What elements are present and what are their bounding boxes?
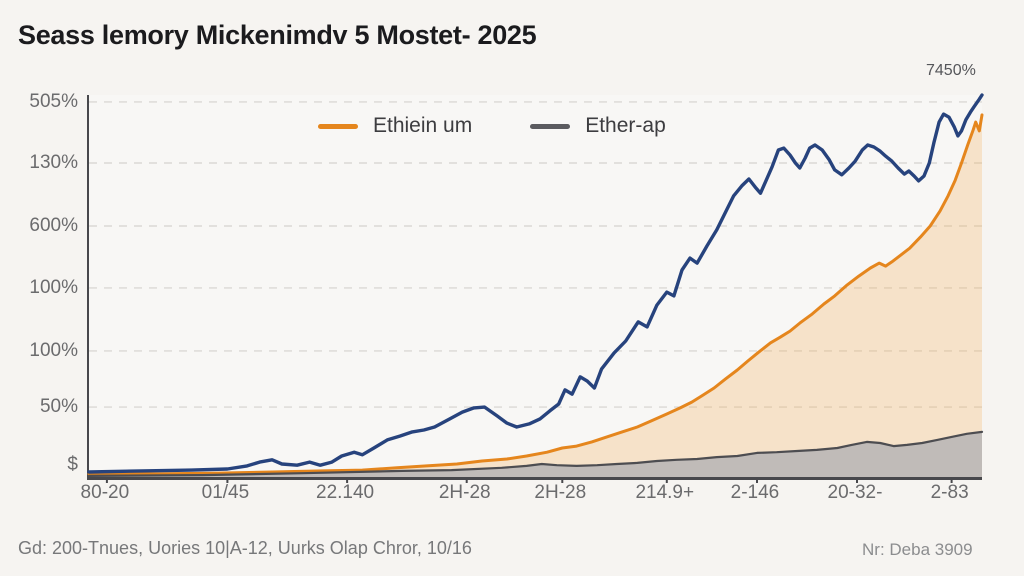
y-axis-label: 130% — [29, 152, 78, 173]
y-axis-label: 600% — [29, 215, 78, 236]
y-axis-label: 505% — [29, 91, 78, 112]
page-title: Seass lemory Mickenimdv 5 Mostet- 2025 — [18, 20, 537, 50]
chart-plot-area — [87, 93, 984, 483]
legend-swatch-icon — [318, 123, 358, 129]
legend-label: Ethiein um — [373, 114, 473, 137]
x-axis-label: 20-32- — [827, 482, 883, 503]
y-axis-label: $ — [67, 454, 78, 475]
y-axis-label: 100% — [29, 277, 78, 298]
ether-ap-line — [87, 430, 984, 477]
x-axis-label: 22.140 — [316, 482, 375, 503]
x-axis-labels: 80-20 01/45 22.140 2H-28 2H-28 214.9+ 2-146 20-… — [81, 482, 980, 508]
ethiein-um-line — [87, 113, 984, 476]
legend-swatch-icon — [530, 123, 571, 129]
footer-note-right: Nr: Deba 3909 — [862, 540, 973, 559]
x-axis-label: 2-83 — [930, 482, 969, 503]
x-axis-label: 80-20 — [80, 482, 130, 503]
ethiein-um-area — [89, 114, 982, 478]
blue-line — [87, 93, 984, 474]
y-axis-labels: 505% 130% 600% 100% 100% 50% $ — [4, 91, 78, 477]
y-axis-label: 50% — [39, 396, 78, 417]
footer-note-left: Gd: 200-Tnues, Uories 10|A-12, Uurks Ola… — [18, 538, 472, 558]
x-axis-label: 2H-28 — [534, 482, 587, 503]
legend-item-ether-ap: Ether-ap — [530, 114, 666, 138]
chart-legend: Ethiein um Ether-ap — [318, 110, 666, 142]
ether-ap-area — [89, 431, 982, 477]
x-axis-label: 01/45 — [201, 482, 250, 503]
legend-label: Ether-ap — [585, 114, 666, 137]
x-axis-label: 214.9+ — [635, 482, 695, 503]
chart-svg — [87, 93, 984, 483]
peak-value-annotation: 7450% — [926, 62, 976, 79]
legend-item-ethiein-um: Ethiein um — [318, 114, 472, 138]
y-axis-label: 100% — [29, 340, 78, 361]
x-axis-label: 2-146 — [730, 482, 780, 503]
x-axis-label: 2H-28 — [438, 482, 491, 503]
